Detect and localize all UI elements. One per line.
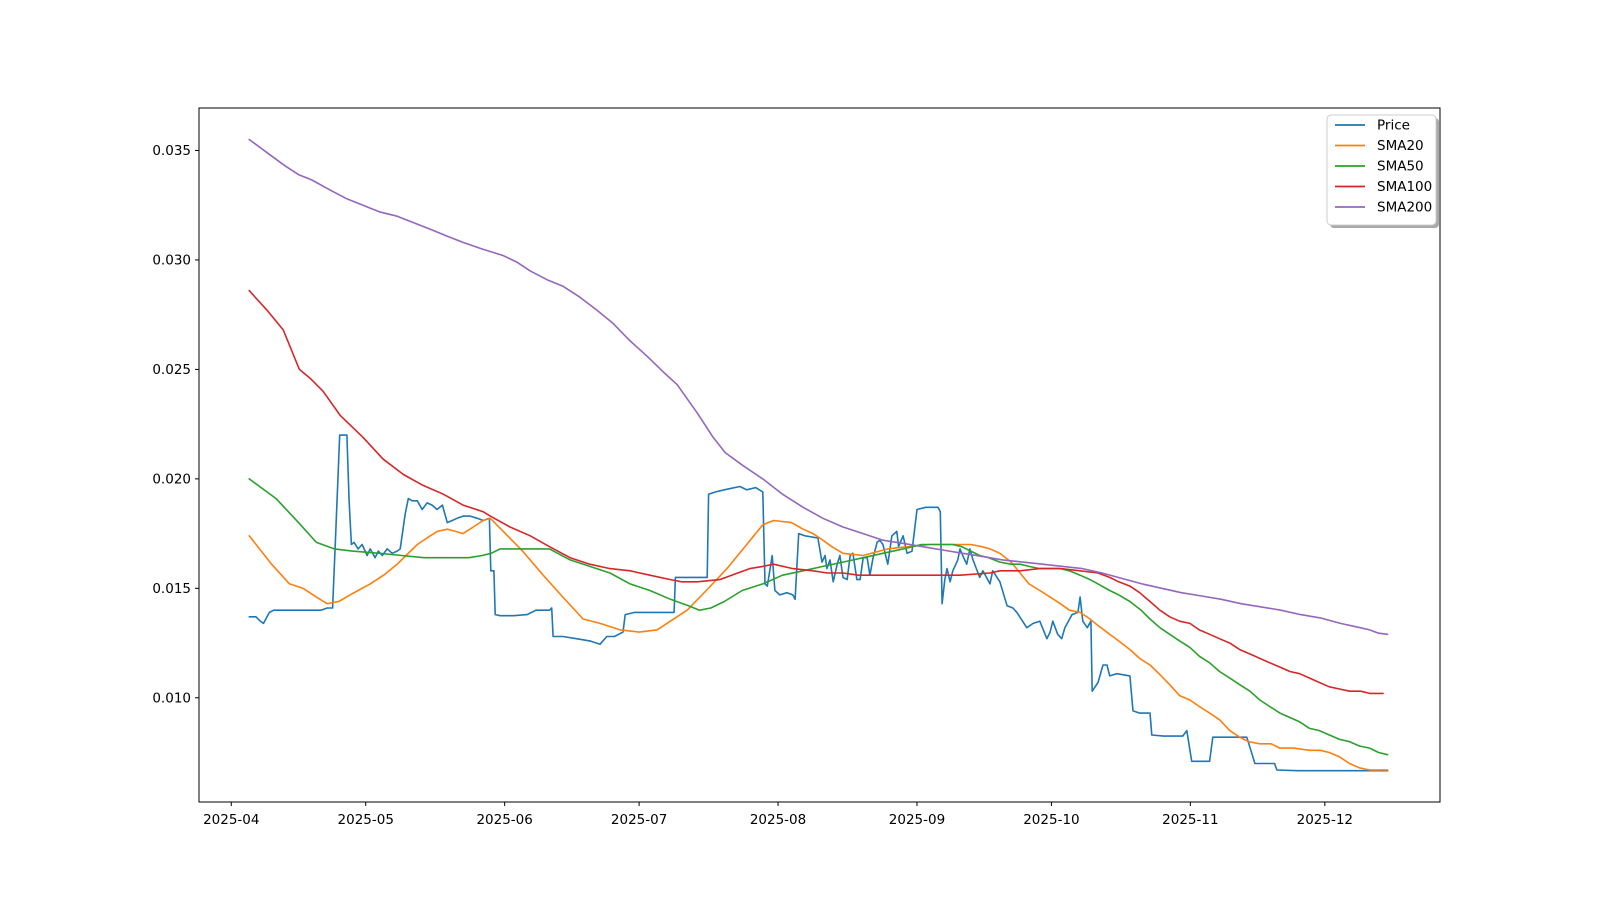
y-tick-label: 0.010	[152, 690, 191, 706]
x-tick-label: 2025-07	[611, 812, 667, 828]
sma200-line	[248, 138, 1389, 636]
x-tick-label: 2025-09	[889, 812, 945, 828]
sma20-line	[248, 517, 1389, 771]
y-tick-label: 0.030	[152, 252, 191, 268]
x-tick-label: 2025-12	[1297, 812, 1353, 828]
legend-label-sma200: SMA200	[1377, 200, 1432, 216]
plot-frame	[198, 107, 1441, 803]
legend-label-sma50: SMA50	[1377, 159, 1424, 175]
price-line	[248, 434, 1389, 772]
y-tick-label: 0.025	[152, 362, 191, 378]
x-tick-label: 2025-04	[203, 812, 259, 828]
legend-box	[1326, 114, 1437, 226]
legend-label-price: Price	[1377, 118, 1410, 134]
sma100-line	[248, 289, 1384, 695]
x-tick-label: 2025-11	[1162, 812, 1218, 828]
legend-label-sma20: SMA20	[1377, 138, 1424, 154]
y-tick-label: 0.015	[152, 581, 191, 597]
y-tick-label: 0.035	[152, 143, 191, 159]
x-tick-label: 2025-10	[1023, 812, 1079, 828]
plot-area	[248, 138, 1389, 772]
legend-label-sma100: SMA100	[1377, 179, 1432, 195]
y-tick-label: 0.020	[152, 471, 191, 487]
x-tick-label: 2025-06	[476, 812, 532, 828]
x-tick-label: 2025-08	[750, 812, 806, 828]
x-tick-label: 2025-05	[338, 812, 394, 828]
